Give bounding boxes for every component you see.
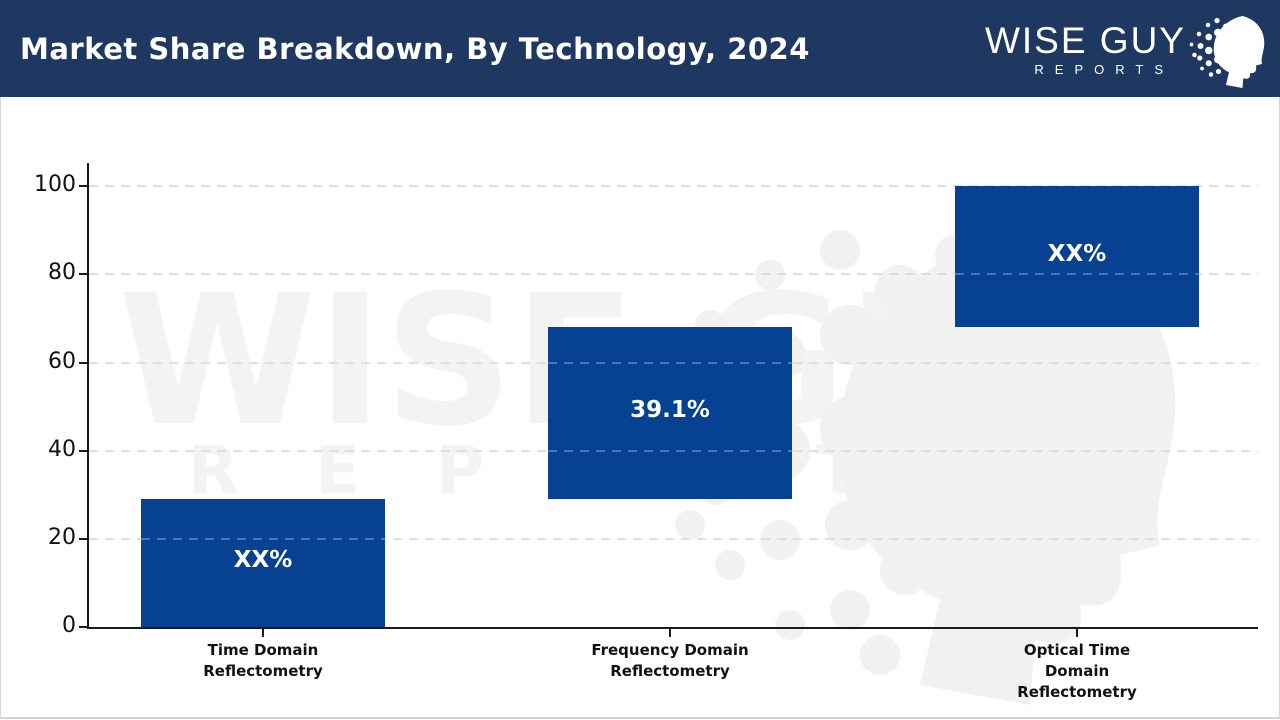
x-tick-label-2: Optical Time Domain Reflectometry [937, 640, 1217, 703]
x-tick-label-line: Frequency Domain [591, 641, 749, 659]
y-tick-mark-100 [79, 185, 88, 188]
x-tick-mark-0 [262, 629, 264, 637]
x-axis-line [87, 627, 1258, 629]
x-tick-mark-2 [1076, 629, 1078, 637]
bar-value-label: 39.1% [630, 397, 710, 424]
y-tick-mark-20 [79, 537, 88, 540]
bar-segment-0: XX% [141, 499, 385, 627]
gridline-80 [89, 273, 1258, 276]
y-tick-label-60: 60 [48, 348, 76, 374]
x-tick-label-line: Reflectometry [203, 662, 323, 680]
y-axis-line [87, 163, 89, 627]
x-tick-label-line: Domain [1044, 662, 1110, 680]
x-tick-label-line: Time Domain [207, 641, 319, 659]
y-tick-mark-60 [79, 361, 88, 364]
x-tick-label-line: Reflectometry [610, 662, 730, 680]
y-tick-mark-0 [79, 626, 88, 628]
gridline-100 [89, 185, 1258, 188]
x-tick-label-1: Frequency Domain Reflectometry [530, 640, 810, 682]
bar-segment-2: XX% [955, 186, 1199, 327]
gridline-over-bar [955, 273, 1199, 276]
bar-value-label: XX% [1047, 240, 1107, 267]
brand-reports-label: REPORTS [1034, 62, 1174, 77]
bar-value-label: XX% [233, 547, 293, 574]
y-tick-mark-40 [79, 449, 88, 452]
gridline-over-bar [141, 537, 385, 540]
brand-logo: WISE GUY REPORTS [985, 6, 1266, 94]
y-tick-mark-80 [79, 273, 88, 276]
dotted-face-profile-icon [1189, 16, 1265, 88]
x-tick-label-line: Optical Time [1023, 641, 1131, 659]
y-tick-label-80: 80 [48, 260, 76, 286]
y-tick-label-0: 0 [62, 613, 76, 638]
header-bar: Market Share Breakdown, By Technology, 2… [0, 0, 1280, 97]
x-tick-label-0: Time Domain Reflectometry [123, 640, 403, 682]
x-tick-label-line: Reflectometry [1017, 683, 1137, 701]
y-tick-label-100: 100 [34, 172, 76, 198]
brand-wordmark: WISE GUY [984, 20, 1186, 61]
bar-segment-1: 39.1% [548, 326, 792, 500]
x-tick-mark-1 [669, 629, 671, 637]
page-title: Market Share Breakdown, By Technology, 2… [20, 31, 810, 66]
y-tick-label-20: 20 [48, 524, 76, 550]
gridline-20 [89, 537, 1258, 540]
gridline-over-bar [548, 449, 792, 452]
y-tick-label-40: 40 [48, 436, 76, 462]
gridline-over-bar [548, 361, 792, 364]
